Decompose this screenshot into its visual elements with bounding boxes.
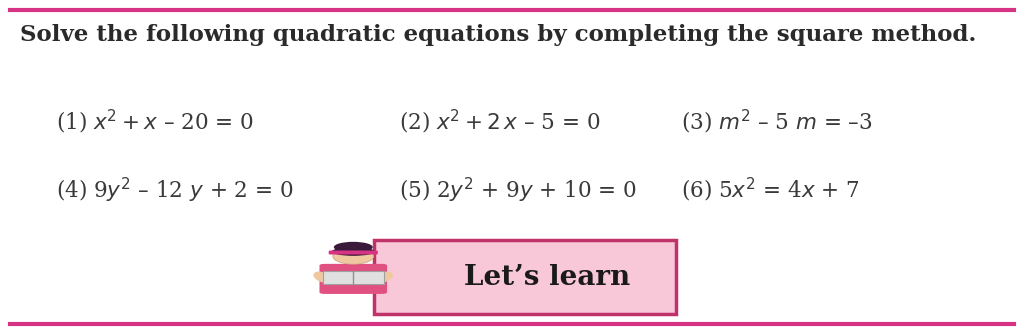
FancyBboxPatch shape xyxy=(319,264,387,294)
Text: (2) $\mathit{x}^2 + 2\,\mathit{x}$ – 5 = 0: (2) $\mathit{x}^2 + 2\,\mathit{x}$ – 5 =… xyxy=(399,108,601,136)
Text: (6) 5$\mathit{x}^2$ = 4$\mathit{x}$ + 7: (6) 5$\mathit{x}^2$ = 4$\mathit{x}$ + 7 xyxy=(681,176,859,204)
Ellipse shape xyxy=(334,242,373,253)
FancyBboxPatch shape xyxy=(323,271,384,284)
Ellipse shape xyxy=(313,272,332,283)
Text: (4) 9$\mathit{y}^2$ – 12 $\mathit{y}$ + 2 = 0: (4) 9$\mathit{y}^2$ – 12 $\mathit{y}$ + … xyxy=(56,176,294,205)
Ellipse shape xyxy=(333,248,374,264)
FancyBboxPatch shape xyxy=(374,240,676,314)
Ellipse shape xyxy=(375,272,393,283)
Ellipse shape xyxy=(332,247,375,256)
Text: (1) $\mathit{x}^2 + \mathit{x}$ – 20 = 0: (1) $\mathit{x}^2 + \mathit{x}$ – 20 = 0 xyxy=(56,108,254,136)
Text: (3) $\mathit{m}^2$ – 5 $\mathit{m}$ = –3: (3) $\mathit{m}^2$ – 5 $\mathit{m}$ = –3 xyxy=(681,108,872,136)
Text: Let’s learn: Let’s learn xyxy=(465,264,631,291)
FancyBboxPatch shape xyxy=(329,250,378,255)
Text: Solve the following quadratic equations by completing the square method.: Solve the following quadratic equations … xyxy=(20,24,977,46)
Text: (5) 2$\mathit{y}^2$ + 9$\mathit{y}$ + 10 = 0: (5) 2$\mathit{y}^2$ + 9$\mathit{y}$ + 10… xyxy=(399,176,637,205)
